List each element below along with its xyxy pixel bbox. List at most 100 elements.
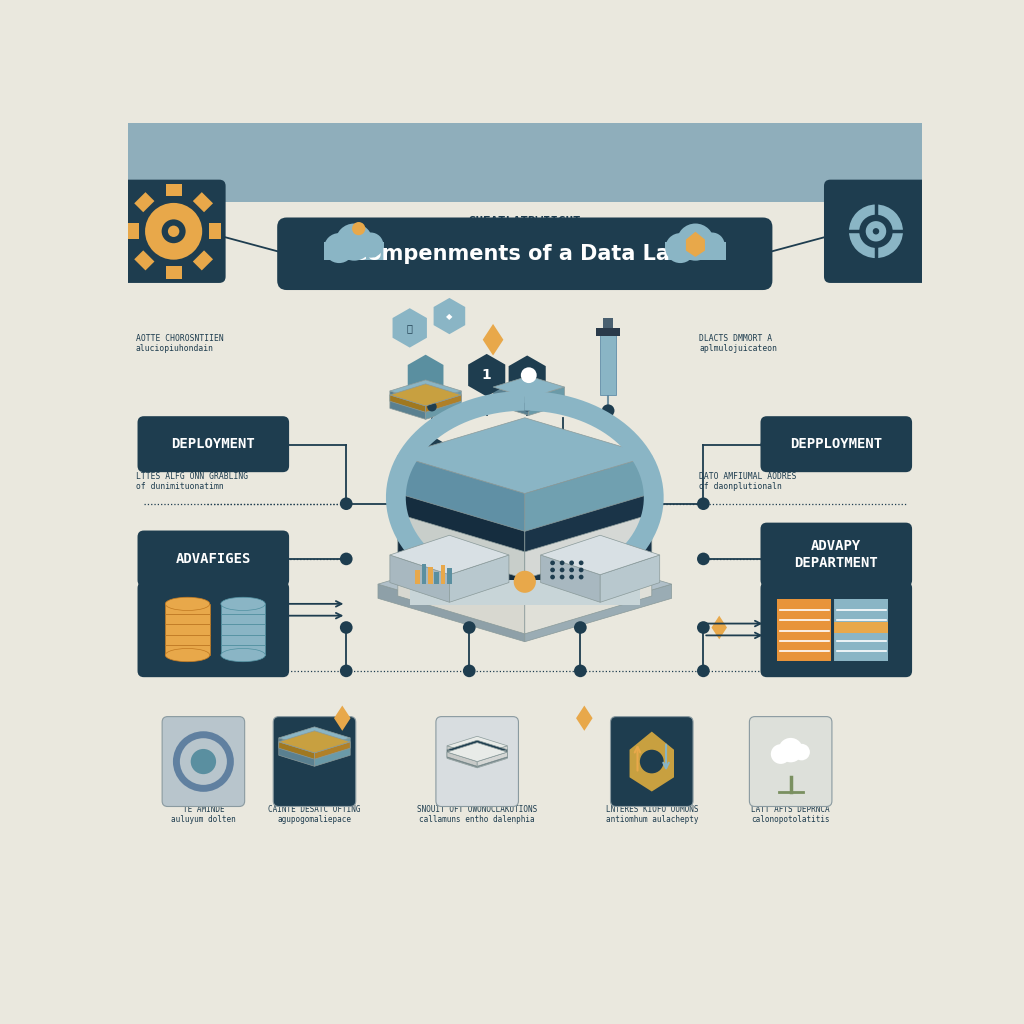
Polygon shape [426,395,461,413]
Bar [221,645,265,655]
Circle shape [579,560,584,565]
Bar [835,622,888,633]
Circle shape [778,738,803,762]
Circle shape [859,215,893,248]
Polygon shape [577,706,593,731]
Bar [416,570,420,584]
FancyBboxPatch shape [137,530,289,587]
FancyBboxPatch shape [436,717,518,807]
FancyBboxPatch shape [137,416,289,472]
FancyBboxPatch shape [162,717,245,807]
Bar [165,645,210,655]
Bar [165,604,210,614]
Polygon shape [390,555,450,602]
Polygon shape [524,482,652,552]
Circle shape [574,665,587,677]
Circle shape [550,574,555,580]
Bar [600,332,616,395]
Circle shape [872,228,880,234]
Polygon shape [397,525,652,601]
FancyBboxPatch shape [278,217,772,290]
Circle shape [550,560,555,565]
Circle shape [579,574,584,580]
Bar [428,567,433,584]
Polygon shape [524,509,652,579]
Polygon shape [193,193,213,212]
Polygon shape [390,391,426,420]
Bar [221,625,265,635]
Polygon shape [390,384,461,406]
Polygon shape [545,453,582,495]
Polygon shape [134,193,155,212]
Polygon shape [482,324,504,355]
FancyBboxPatch shape [750,717,831,807]
Text: DEPLOYMENT: DEPLOYMENT [171,437,255,452]
Circle shape [418,475,446,504]
Circle shape [574,622,587,634]
Polygon shape [334,706,350,731]
Polygon shape [166,266,181,279]
Polygon shape [397,509,524,579]
Polygon shape [397,482,524,552]
Circle shape [550,488,575,514]
Polygon shape [468,354,505,396]
Bar [835,599,888,660]
Circle shape [550,567,555,572]
Circle shape [276,553,289,565]
Text: DATO AMFIUMAL AODRES
of daonplutionaln: DATO AMFIUMAL AODRES of daonplutionaln [699,472,797,492]
Polygon shape [447,750,477,767]
Circle shape [569,560,574,565]
Circle shape [340,553,352,565]
Circle shape [427,402,436,412]
Circle shape [666,233,695,263]
Polygon shape [477,750,507,767]
Polygon shape [378,584,524,642]
Polygon shape [524,563,652,634]
Circle shape [358,232,383,258]
Bar [221,604,265,614]
Circle shape [640,750,664,773]
Polygon shape [397,497,652,572]
Text: ADVAFIGES: ADVAFIGES [176,552,251,565]
Polygon shape [397,563,524,634]
Bar [128,123,922,202]
Polygon shape [314,741,350,759]
Circle shape [794,743,810,761]
FancyBboxPatch shape [824,179,928,283]
Polygon shape [686,231,705,257]
Polygon shape [378,541,672,628]
Polygon shape [314,738,350,766]
Bar [440,565,445,584]
Circle shape [276,438,289,451]
Polygon shape [390,380,461,402]
Polygon shape [630,731,674,792]
Text: ADVAPY
DEPARTMENT: ADVAPY DEPARTMENT [795,540,879,569]
Text: SNOUIT OFT OWONOCLAKUTIONS
callamuns entho dalenphia: SNOUIT OFT OWONOCLAKUTIONS callamuns ent… [417,805,538,824]
Bar [447,568,452,584]
Polygon shape [524,535,652,602]
Polygon shape [209,223,221,240]
FancyBboxPatch shape [273,717,355,807]
Ellipse shape [221,648,265,662]
Text: ◆: ◆ [446,311,453,321]
Circle shape [560,560,564,565]
Circle shape [340,665,352,677]
Circle shape [463,665,475,677]
Circle shape [649,498,663,510]
Polygon shape [494,376,564,398]
Text: LATT AFTS DEPRNCA
calonopotolatitis: LATT AFTS DEPRNCA calonopotolatitis [752,805,830,824]
Circle shape [865,221,886,242]
Circle shape [579,567,584,572]
Text: DEPPLOYMENT: DEPPLOYMENT [791,437,883,452]
Ellipse shape [165,597,210,610]
Circle shape [560,567,564,572]
Polygon shape [447,740,507,759]
Polygon shape [433,298,465,334]
Text: 1: 1 [482,369,492,382]
Circle shape [602,404,614,417]
Circle shape [849,205,903,258]
Polygon shape [397,418,652,494]
Polygon shape [477,752,507,766]
Polygon shape [447,742,507,762]
Circle shape [677,223,714,261]
